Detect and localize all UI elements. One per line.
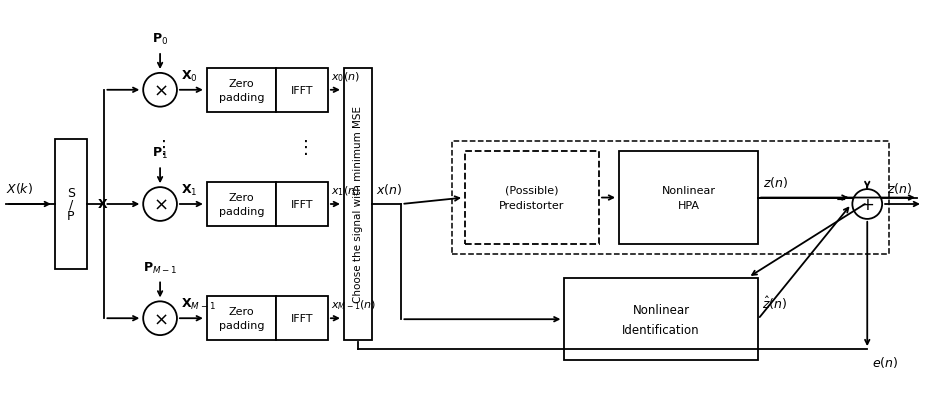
Text: (Possible): (Possible) — [504, 185, 558, 195]
Text: Predistorter: Predistorter — [499, 201, 565, 211]
Bar — [343, 69, 371, 340]
Text: IFFT: IFFT — [290, 313, 313, 324]
Bar — [276, 69, 327, 112]
Bar — [276, 297, 327, 340]
Text: padding: padding — [219, 92, 264, 103]
Circle shape — [143, 301, 177, 335]
Text: Zero: Zero — [228, 306, 254, 317]
Bar — [55, 140, 86, 269]
Circle shape — [143, 74, 177, 108]
Text: $e(n)$: $e(n)$ — [871, 354, 897, 369]
Text: padding: padding — [219, 320, 264, 330]
Text: $\hat{z}(n)$: $\hat{z}(n)$ — [761, 294, 786, 312]
Text: $\mathbf{X}_1$: $\mathbf{X}_1$ — [181, 182, 197, 198]
Circle shape — [143, 188, 177, 221]
Text: IFFT: IFFT — [290, 200, 313, 209]
Bar — [207, 297, 276, 340]
Text: $\vdots$: $\vdots$ — [296, 138, 308, 157]
Text: Choose the signal with minimum MSE: Choose the signal with minimum MSE — [352, 106, 362, 303]
Text: Nonlinear: Nonlinear — [632, 303, 689, 316]
Text: $\mathbf{X}_0$: $\mathbf{X}_0$ — [181, 69, 197, 83]
Text: $\mathbf{X}$: $\mathbf{X}$ — [96, 198, 108, 211]
Text: $z(n)$: $z(n)$ — [886, 181, 911, 196]
Bar — [564, 279, 757, 360]
Bar — [276, 183, 327, 226]
Text: Zero: Zero — [228, 79, 254, 89]
Text: $-$: $-$ — [834, 192, 845, 205]
Text: $\mathbf{P}_{M-1}$: $\mathbf{P}_{M-1}$ — [143, 260, 177, 275]
Text: $\times$: $\times$ — [153, 196, 167, 213]
Text: $\vdots$: $\vdots$ — [154, 138, 166, 157]
Text: /: / — [69, 198, 72, 211]
Text: $x(n)$: $x(n)$ — [375, 182, 401, 197]
Text: $\mathbf{P}_0$: $\mathbf{P}_0$ — [152, 32, 168, 47]
Text: S: S — [67, 186, 74, 199]
Text: $x_{M-1}(n)$: $x_{M-1}(n)$ — [331, 298, 375, 312]
Text: Identification: Identification — [622, 323, 699, 336]
Text: $\mathbf{X}_{M-1}$: $\mathbf{X}_{M-1}$ — [181, 297, 215, 312]
Text: $X(k)$: $X(k)$ — [6, 181, 33, 196]
Bar — [618, 152, 757, 244]
Bar — [207, 183, 276, 226]
Text: $z(n)$: $z(n)$ — [762, 174, 787, 189]
Bar — [207, 69, 276, 112]
Text: $x_1(n)$: $x_1(n)$ — [331, 184, 360, 198]
Circle shape — [851, 190, 882, 219]
Text: Nonlinear: Nonlinear — [661, 185, 715, 195]
Text: IFFT: IFFT — [290, 85, 313, 96]
Text: Zero: Zero — [228, 193, 254, 202]
Text: $\times$: $\times$ — [153, 81, 167, 99]
Text: HPA: HPA — [677, 201, 699, 211]
Bar — [464, 152, 599, 244]
Text: $x_0(n)$: $x_0(n)$ — [331, 70, 360, 83]
Bar — [451, 142, 888, 254]
Text: padding: padding — [219, 207, 264, 216]
Text: $\times$: $\times$ — [153, 310, 167, 328]
Text: $+$: $+$ — [859, 196, 873, 213]
Text: $\mathbf{P}_1$: $\mathbf{P}_1$ — [152, 146, 168, 161]
Text: P: P — [67, 210, 74, 223]
